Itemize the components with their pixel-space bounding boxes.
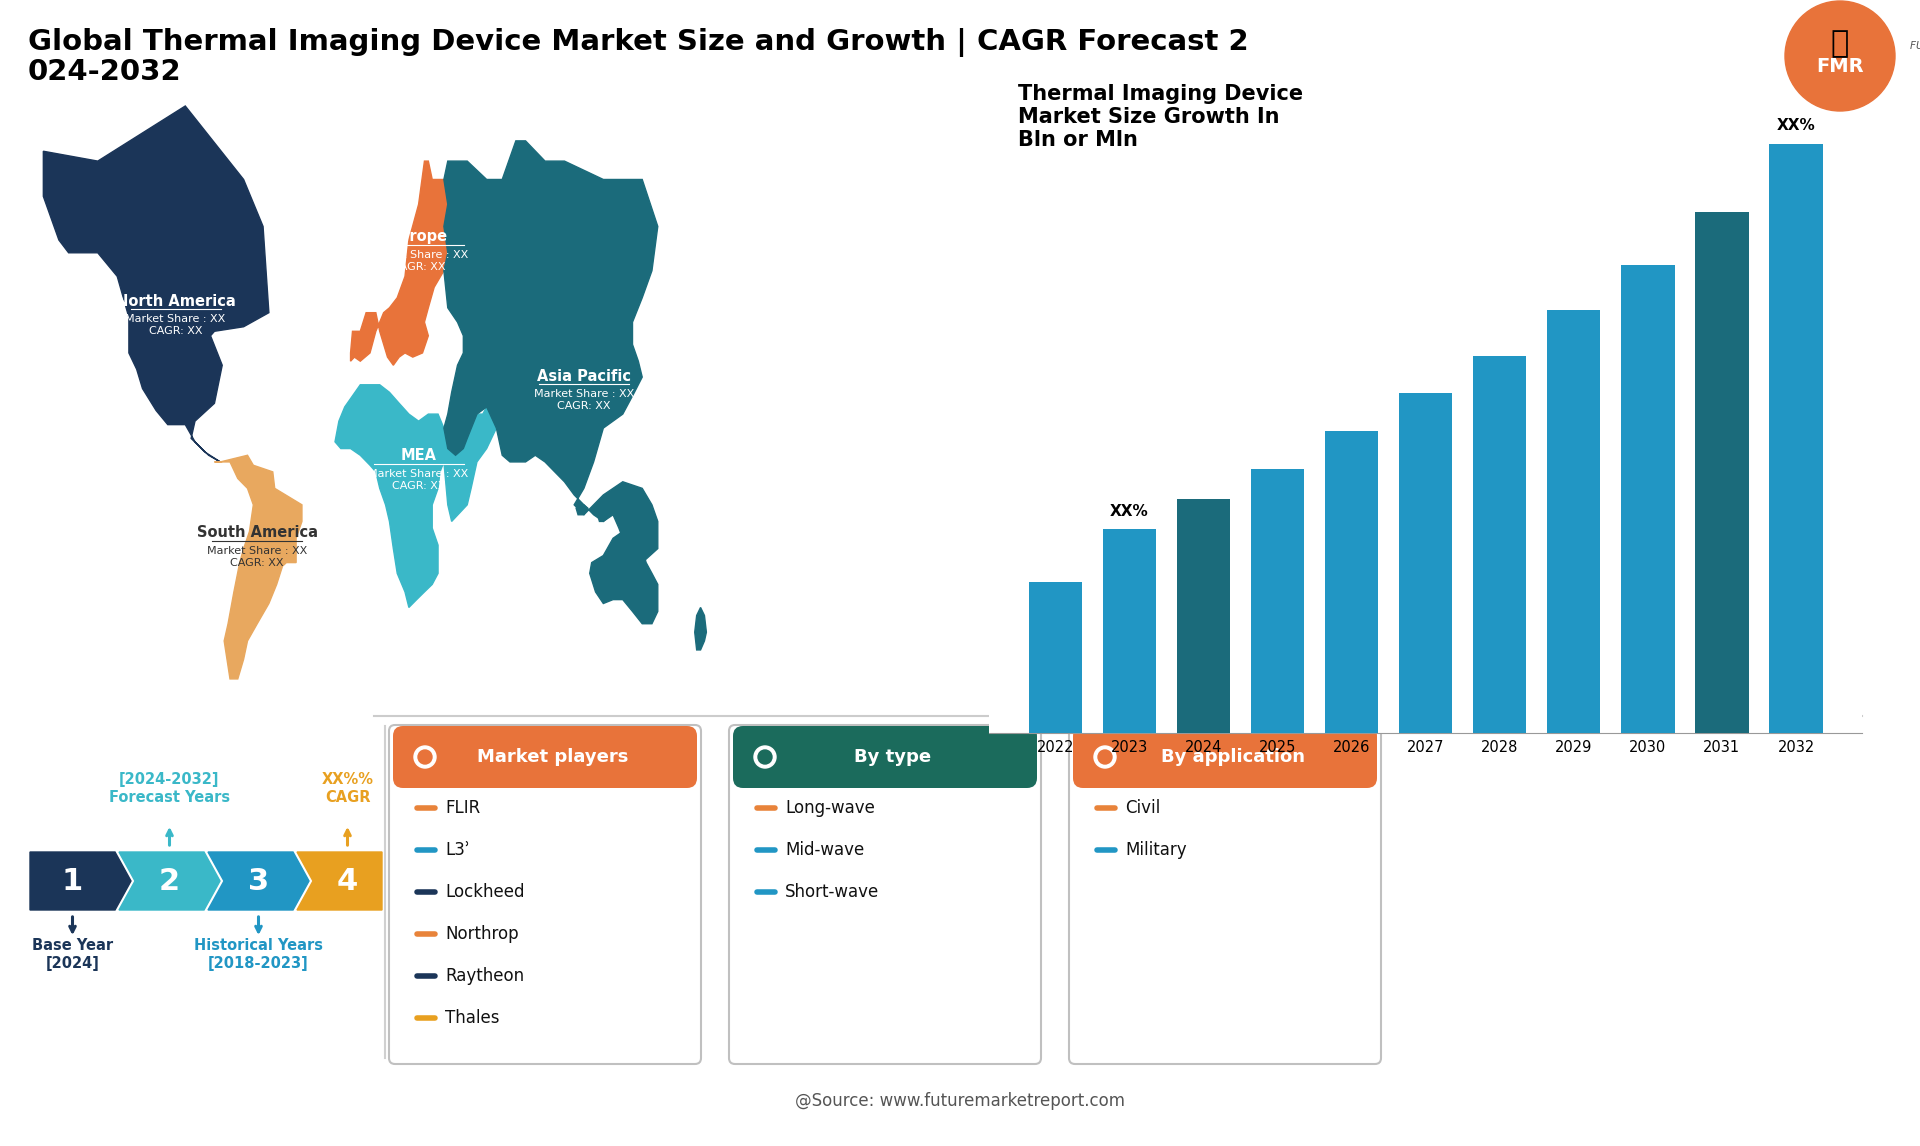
FancyBboxPatch shape [730, 725, 1041, 1063]
Polygon shape [334, 385, 503, 607]
Text: CAGR: XX: CAGR: XX [392, 481, 445, 490]
Text: MEA: MEA [401, 448, 436, 463]
Circle shape [1094, 746, 1116, 768]
Text: XX%: XX% [1110, 504, 1148, 519]
Text: Market Share : XX: Market Share : XX [369, 250, 468, 260]
Text: Historical Years: Historical Years [194, 937, 323, 953]
Bar [1548, 311, 1601, 733]
Text: Thermal Imaging Device
Market Size Growth In
Bln or Mln: Thermal Imaging Device Market Size Growt… [1018, 84, 1304, 150]
Text: By application: By application [1162, 748, 1306, 766]
Polygon shape [298, 851, 382, 910]
Polygon shape [597, 515, 607, 521]
Text: 🦅: 🦅 [1832, 30, 1849, 58]
Bar [1325, 431, 1379, 733]
Circle shape [415, 746, 436, 768]
Circle shape [1786, 1, 1895, 111]
Text: CAGR: XX: CAGR: XX [392, 261, 445, 272]
Circle shape [419, 749, 432, 764]
Text: 2: 2 [159, 866, 180, 895]
Text: FMR: FMR [1816, 56, 1864, 76]
Text: CAGR: XX: CAGR: XX [230, 558, 284, 567]
Circle shape [755, 746, 776, 768]
Text: Thales: Thales [445, 1008, 499, 1027]
Polygon shape [695, 607, 707, 650]
Text: Military: Military [1125, 841, 1187, 860]
Text: 1: 1 [61, 866, 83, 895]
Bar [1695, 212, 1749, 733]
FancyBboxPatch shape [733, 727, 1037, 788]
Text: 3: 3 [248, 866, 269, 895]
Text: CAGR: XX: CAGR: XX [150, 327, 202, 337]
Text: Europe: Europe [390, 229, 447, 244]
Text: @Source: www.futuremarketreport.com: @Source: www.futuremarketreport.com [795, 1092, 1125, 1110]
Text: By type: By type [854, 748, 931, 766]
Circle shape [1098, 749, 1112, 764]
Text: Market players: Market players [478, 748, 628, 766]
Text: Mid-wave: Mid-wave [785, 841, 864, 860]
Polygon shape [589, 528, 659, 623]
Text: FLIR: FLIR [445, 799, 480, 817]
Text: [2024]: [2024] [46, 956, 100, 971]
Bar [1770, 144, 1822, 733]
Bar [1473, 355, 1526, 733]
Text: Global Thermal Imaging Device Market Size and Growth | CAGR Forecast 2: Global Thermal Imaging Device Market Siz… [29, 28, 1248, 57]
Polygon shape [207, 851, 309, 910]
Text: XX%%: XX%% [321, 772, 374, 787]
Polygon shape [119, 851, 221, 910]
Text: Base Year: Base Year [33, 937, 113, 953]
Text: Civil: Civil [1125, 799, 1160, 817]
Bar [1102, 529, 1156, 733]
Polygon shape [351, 162, 447, 366]
Text: Market Share : XX: Market Share : XX [369, 469, 468, 479]
Bar [1620, 265, 1674, 733]
FancyBboxPatch shape [1069, 725, 1380, 1063]
Text: Raytheon: Raytheon [445, 967, 524, 986]
Text: Long-wave: Long-wave [785, 799, 876, 817]
Bar [1250, 469, 1304, 733]
Text: [2018-2023]: [2018-2023] [207, 956, 309, 971]
Circle shape [758, 749, 772, 764]
Text: Market Share : XX: Market Share : XX [125, 314, 227, 324]
FancyBboxPatch shape [394, 727, 697, 788]
Bar [1029, 582, 1081, 733]
Text: XX%: XX% [1776, 118, 1816, 133]
FancyBboxPatch shape [390, 725, 701, 1063]
Text: South America: South America [196, 525, 317, 540]
Text: L3ʾ: L3ʾ [445, 841, 470, 860]
Text: CAGR: XX: CAGR: XX [557, 401, 611, 411]
Polygon shape [576, 505, 588, 515]
Polygon shape [31, 851, 131, 910]
Polygon shape [444, 141, 659, 563]
Text: 024-2032: 024-2032 [29, 58, 182, 86]
Text: Asia Pacific: Asia Pacific [538, 369, 632, 384]
Text: 4: 4 [336, 866, 359, 895]
Polygon shape [215, 455, 301, 678]
Text: CAGR: CAGR [324, 790, 371, 804]
Text: [2024-2032]: [2024-2032] [119, 772, 219, 787]
Text: Market Share : XX: Market Share : XX [534, 390, 634, 399]
Text: North America: North America [115, 293, 236, 309]
Text: Forecast Years: Forecast Years [109, 790, 230, 804]
Polygon shape [622, 353, 634, 380]
Polygon shape [44, 105, 269, 462]
Text: Lockheed: Lockheed [445, 884, 524, 901]
Bar [1177, 500, 1231, 733]
Text: Short-wave: Short-wave [785, 884, 879, 901]
Text: Market Share : XX: Market Share : XX [207, 545, 307, 556]
Bar [1400, 393, 1452, 733]
FancyBboxPatch shape [1073, 727, 1377, 788]
Text: FUTURE MARKET REPORT: FUTURE MARKET REPORT [1910, 41, 1920, 52]
Text: Northrop: Northrop [445, 925, 518, 943]
